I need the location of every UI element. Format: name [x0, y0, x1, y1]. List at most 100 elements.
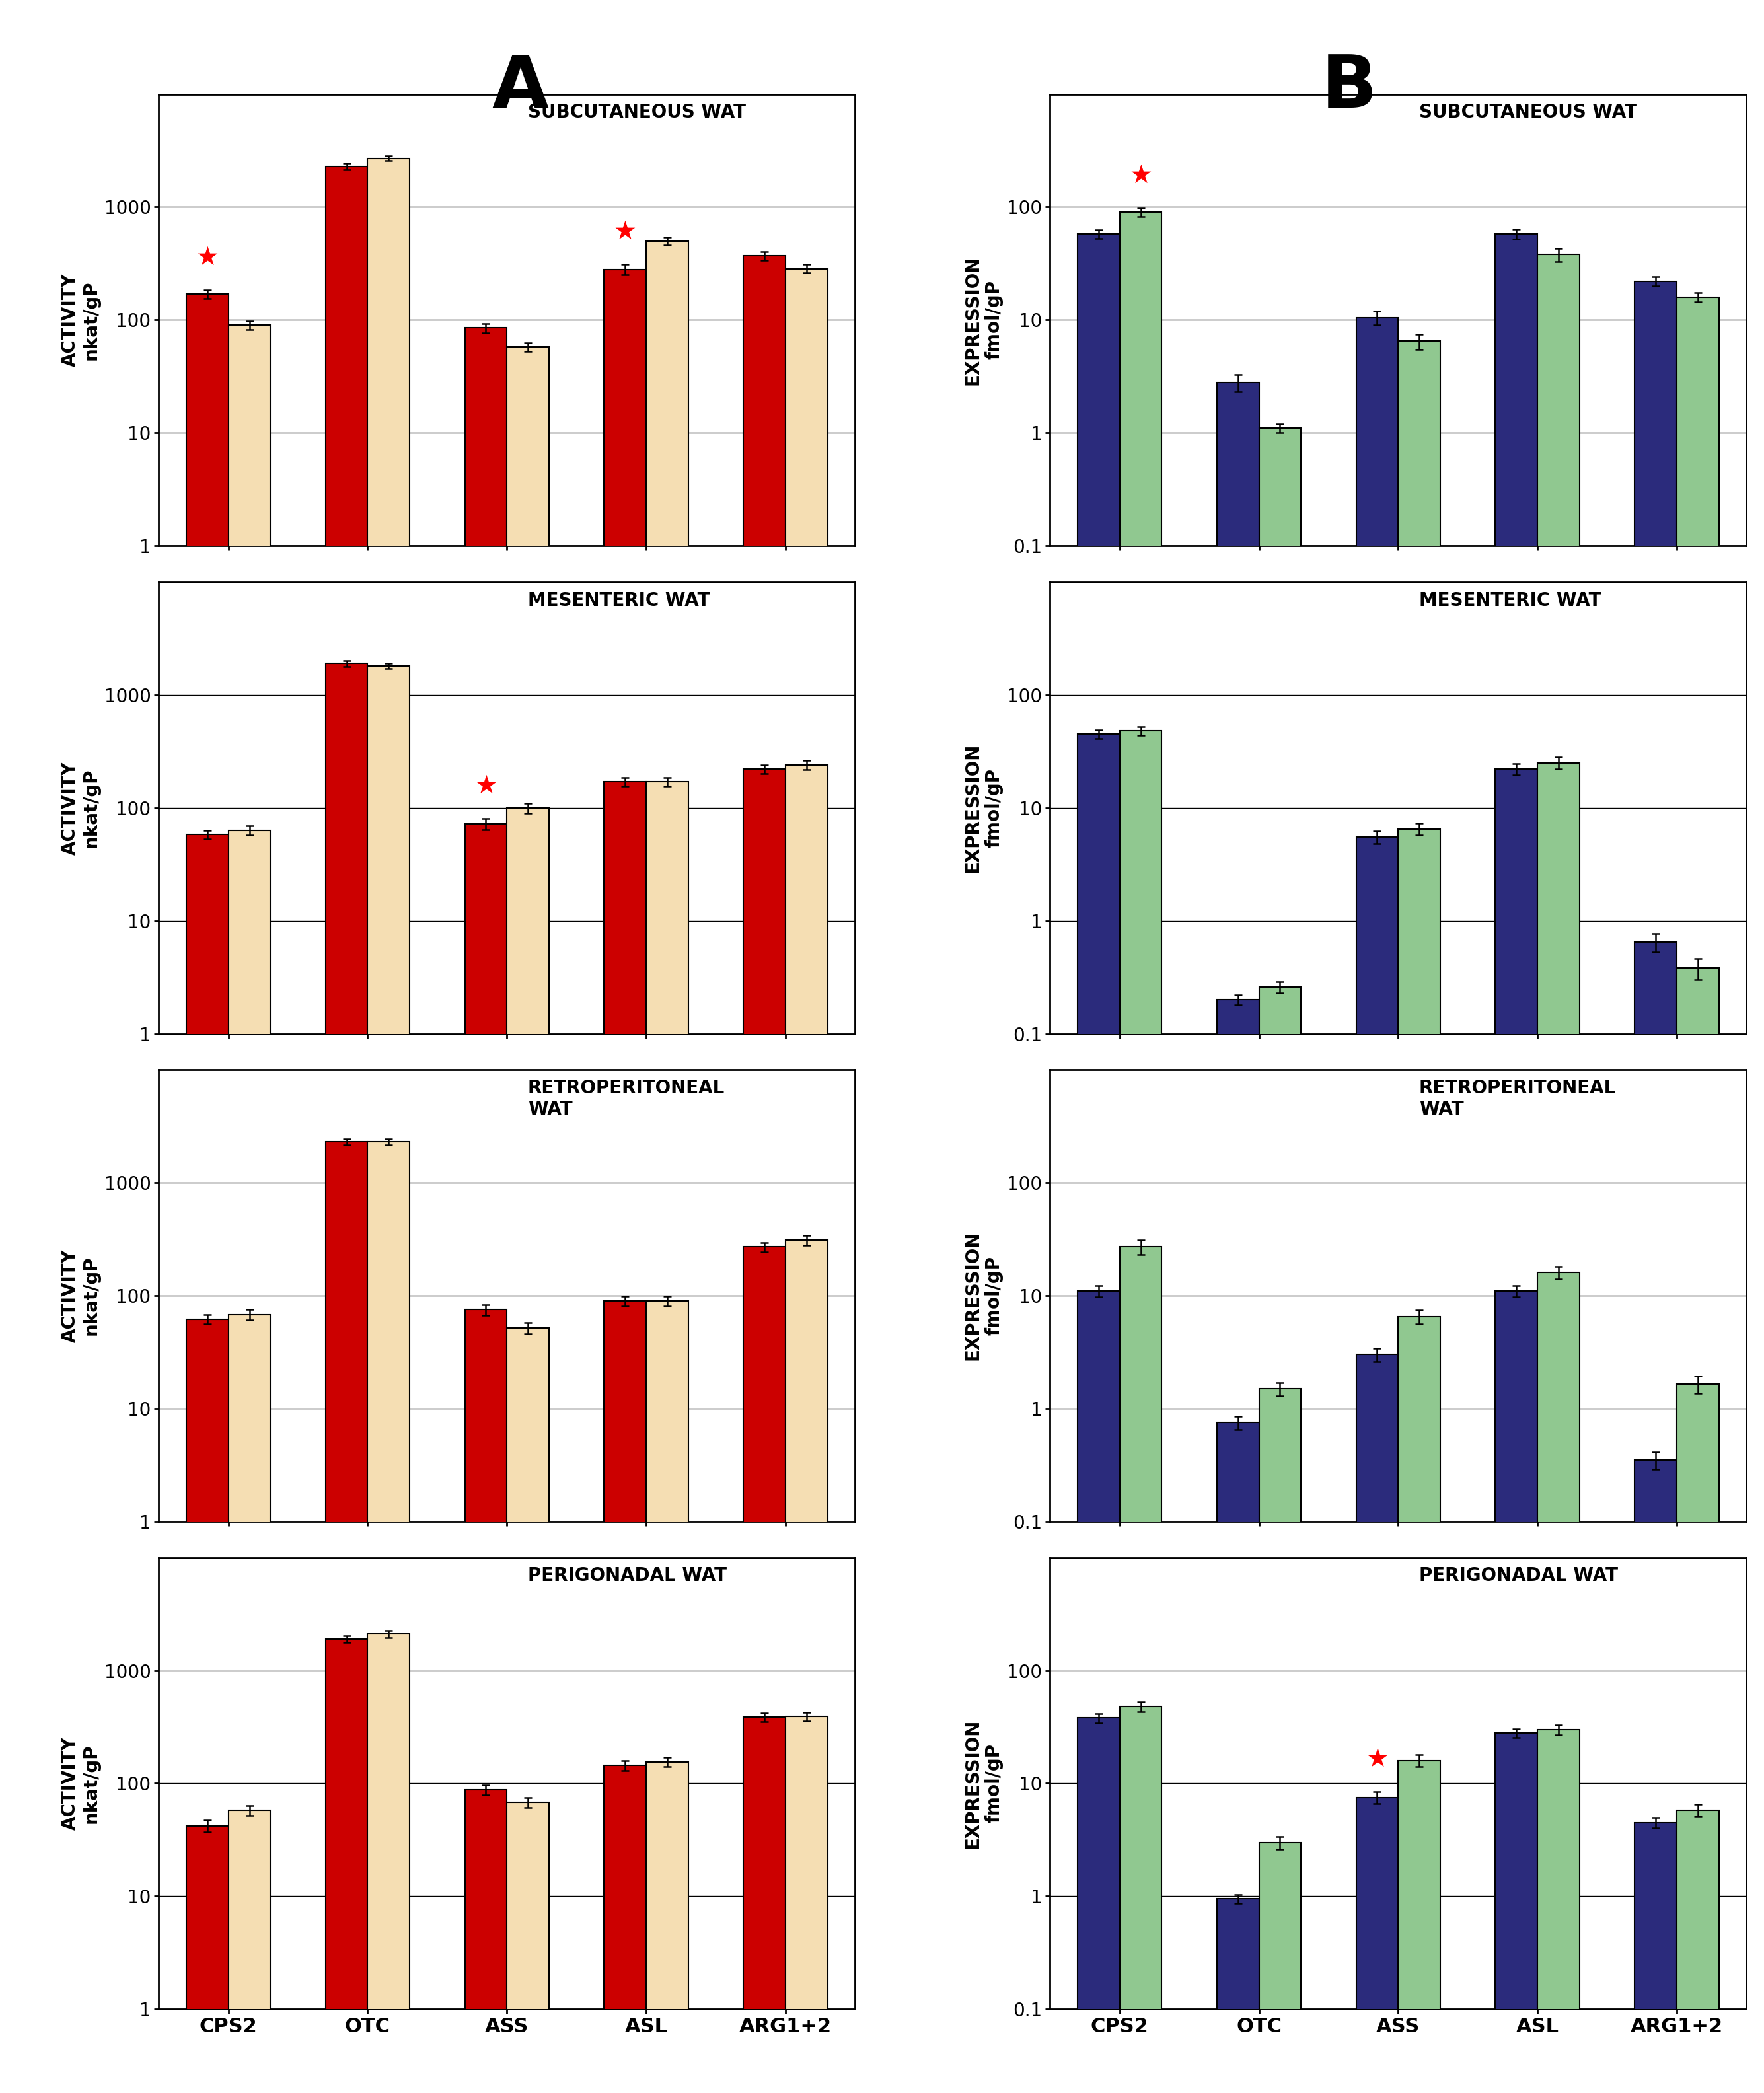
- Bar: [1259, 1388, 1302, 2093]
- Y-axis label: EXPRESSION
fmol/gP: EXPRESSION fmol/gP: [963, 255, 1004, 385]
- Bar: [603, 1764, 646, 2093]
- Bar: [1217, 1000, 1259, 2093]
- Bar: [1078, 234, 1120, 2093]
- Bar: [228, 831, 270, 2093]
- Bar: [1538, 255, 1579, 2093]
- Text: ★: ★: [196, 245, 219, 270]
- Text: ★: ★: [1129, 163, 1152, 188]
- Bar: [1217, 1898, 1259, 2093]
- Bar: [1399, 341, 1439, 2093]
- Bar: [1259, 986, 1302, 2093]
- Bar: [506, 347, 549, 2093]
- Bar: [1357, 837, 1399, 2093]
- Bar: [1399, 1760, 1439, 2093]
- Bar: [603, 270, 646, 2093]
- Bar: [466, 825, 506, 2093]
- Bar: [1496, 1291, 1538, 2093]
- Text: ★: ★: [1365, 1748, 1388, 1773]
- Text: RETROPERITONEAL
WAT: RETROPERITONEAL WAT: [1418, 1078, 1616, 1120]
- Y-axis label: ACTIVITY
nkat/gP: ACTIVITY nkat/gP: [60, 1737, 101, 1829]
- Bar: [1217, 1423, 1259, 2093]
- Bar: [646, 1302, 688, 2093]
- Bar: [367, 666, 409, 2093]
- Bar: [785, 1716, 827, 2093]
- Bar: [187, 293, 228, 2093]
- Bar: [1120, 211, 1162, 2093]
- Bar: [1538, 1273, 1579, 2093]
- Bar: [1635, 1823, 1678, 2093]
- Bar: [1078, 1291, 1120, 2093]
- Bar: [367, 159, 409, 2093]
- Bar: [1399, 829, 1439, 2093]
- Bar: [228, 1810, 270, 2093]
- Bar: [646, 1762, 688, 2093]
- Bar: [1357, 1798, 1399, 2093]
- Bar: [1120, 1706, 1162, 2093]
- Bar: [1357, 318, 1399, 2093]
- Bar: [187, 835, 228, 2093]
- Bar: [326, 1639, 367, 2093]
- Bar: [1678, 969, 1718, 2093]
- Y-axis label: EXPRESSION
fmol/gP: EXPRESSION fmol/gP: [963, 743, 1004, 873]
- Bar: [1357, 1354, 1399, 2093]
- Bar: [1635, 1461, 1678, 2093]
- Text: A: A: [492, 52, 549, 123]
- Bar: [1678, 297, 1718, 2093]
- Bar: [1259, 429, 1302, 2093]
- Bar: [743, 1247, 785, 2093]
- Bar: [326, 1143, 367, 2093]
- Text: MESENTERIC WAT: MESENTERIC WAT: [1418, 590, 1602, 609]
- Text: B: B: [1321, 52, 1378, 123]
- Bar: [1078, 1718, 1120, 2093]
- Text: MESENTERIC WAT: MESENTERIC WAT: [527, 590, 709, 609]
- Y-axis label: ACTIVITY
nkat/gP: ACTIVITY nkat/gP: [60, 274, 101, 366]
- Bar: [506, 808, 549, 2093]
- Bar: [1538, 1729, 1579, 2093]
- Bar: [1259, 1842, 1302, 2093]
- Text: PERIGONADAL WAT: PERIGONADAL WAT: [527, 1568, 727, 1584]
- Bar: [1496, 234, 1538, 2093]
- Bar: [187, 1319, 228, 2093]
- Bar: [1217, 383, 1259, 2093]
- Y-axis label: ACTIVITY
nkat/gP: ACTIVITY nkat/gP: [60, 1250, 101, 1342]
- Bar: [228, 1314, 270, 2093]
- Bar: [1635, 942, 1678, 2093]
- Text: SUBCUTANEOUS WAT: SUBCUTANEOUS WAT: [527, 103, 746, 121]
- Bar: [187, 1825, 228, 2093]
- Bar: [603, 783, 646, 2093]
- Text: RETROPERITONEAL
WAT: RETROPERITONEAL WAT: [527, 1078, 725, 1120]
- Bar: [785, 268, 827, 2093]
- Text: SUBCUTANEOUS WAT: SUBCUTANEOUS WAT: [1418, 103, 1637, 121]
- Y-axis label: ACTIVITY
nkat/gP: ACTIVITY nkat/gP: [60, 762, 101, 854]
- Text: ★: ★: [614, 220, 637, 245]
- Bar: [1496, 768, 1538, 2093]
- Text: ★: ★: [475, 774, 497, 800]
- Bar: [785, 764, 827, 2093]
- Bar: [466, 329, 506, 2093]
- Bar: [506, 1327, 549, 2093]
- Y-axis label: EXPRESSION
fmol/gP: EXPRESSION fmol/gP: [963, 1231, 1004, 1360]
- Bar: [1496, 1733, 1538, 2093]
- Bar: [506, 1802, 549, 2093]
- Bar: [785, 1241, 827, 2093]
- Bar: [466, 1310, 506, 2093]
- Bar: [1399, 1316, 1439, 2093]
- Bar: [367, 1143, 409, 2093]
- Bar: [367, 1635, 409, 2093]
- Bar: [1538, 762, 1579, 2093]
- Bar: [743, 1718, 785, 2093]
- Bar: [326, 165, 367, 2093]
- Bar: [646, 241, 688, 2093]
- Bar: [228, 324, 270, 2093]
- Bar: [743, 768, 785, 2093]
- Bar: [646, 783, 688, 2093]
- Bar: [1635, 280, 1678, 2093]
- Bar: [1678, 1810, 1718, 2093]
- Bar: [466, 1790, 506, 2093]
- Bar: [1120, 730, 1162, 2093]
- Bar: [1678, 1383, 1718, 2093]
- Bar: [603, 1302, 646, 2093]
- Y-axis label: EXPRESSION
fmol/gP: EXPRESSION fmol/gP: [963, 1718, 1004, 1848]
- Bar: [1078, 735, 1120, 2093]
- Bar: [326, 663, 367, 2093]
